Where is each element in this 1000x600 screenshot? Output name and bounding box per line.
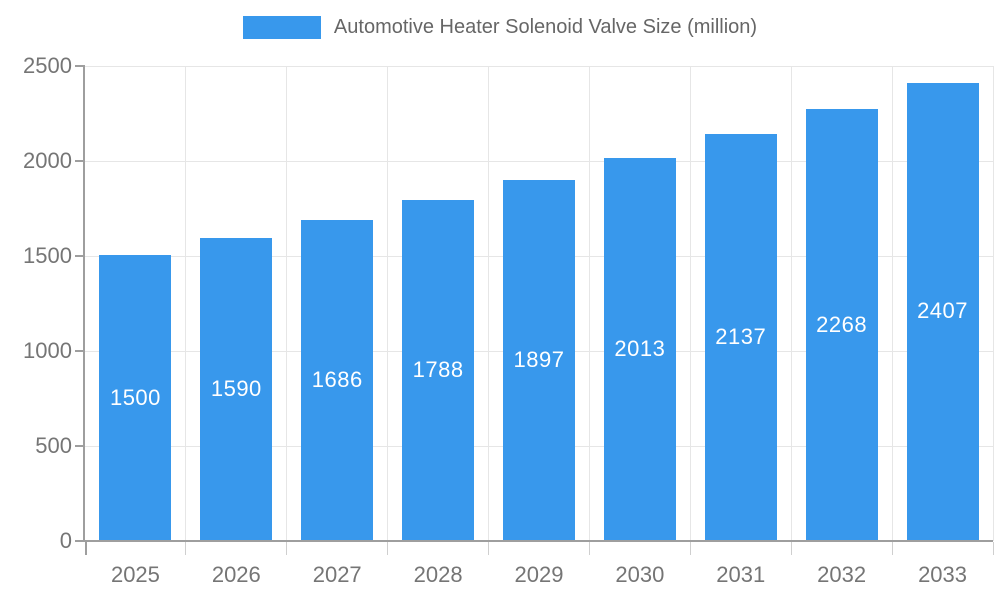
gridline-horizontal	[85, 65, 993, 67]
y-tick-label: 500	[35, 433, 72, 458]
bar-2033[interactable]: 2407	[906, 82, 979, 540]
x-tick-label: 2030	[615, 562, 665, 587]
bar-2025[interactable]: 1500	[99, 255, 172, 540]
chart-legend[interactable]: Automotive Heater Solenoid Valve Size (m…	[0, 16, 1000, 39]
x-axis-tick	[992, 542, 994, 555]
bar-value-label: 2137	[715, 323, 767, 349]
gridline-vertical	[891, 66, 893, 541]
y-tick-label: 0	[59, 528, 72, 553]
legend-label: Automotive Heater Solenoid Valve Size (m…	[333, 16, 758, 38]
y-tick-label: 1000	[23, 338, 72, 363]
x-axis-tick	[790, 542, 792, 555]
gridline-vertical	[286, 66, 288, 541]
gridline-vertical	[387, 66, 389, 541]
y-axis-tick	[75, 65, 85, 67]
bar-2031[interactable]: 2137	[704, 133, 777, 540]
gridline-horizontal	[85, 160, 993, 162]
x-tick-label: 2032	[817, 562, 867, 587]
bar-2027[interactable]: 1686	[301, 219, 374, 540]
x-tick-label: 2028	[413, 562, 463, 587]
x-tick-label: 2026	[211, 562, 261, 587]
bar-value-label: 2407	[917, 298, 969, 324]
bar-value-label: 1500	[109, 384, 161, 410]
bar-value-label: 1686	[311, 366, 363, 392]
gridline-vertical	[689, 66, 691, 541]
y-axis-tick	[75, 350, 85, 352]
x-axis-tick	[286, 542, 288, 555]
x-axis-tick	[689, 542, 691, 555]
y-tick-label: 1500	[23, 243, 72, 268]
x-tick-label: 2025	[110, 562, 160, 587]
x-axis-line	[83, 540, 993, 542]
y-tick-label: 2000	[23, 148, 72, 173]
bar-value-label: 1788	[412, 357, 464, 383]
x-tick-label: 2029	[514, 562, 564, 587]
legend-swatch	[242, 16, 321, 39]
x-axis-tick	[185, 542, 187, 555]
gridline-vertical	[185, 66, 187, 541]
x-axis-tick	[488, 542, 490, 555]
x-tick-label: 2033	[918, 562, 968, 587]
bar-2030[interactable]: 2013	[603, 157, 676, 540]
gridline-vertical	[488, 66, 490, 541]
x-axis-tick	[84, 542, 87, 555]
x-axis-tick	[891, 542, 893, 555]
bar-value-label: 2268	[816, 311, 868, 337]
bar-2032[interactable]: 2268	[805, 109, 878, 540]
x-tick-label: 2027	[312, 562, 362, 587]
bar-2026[interactable]: 1590	[200, 237, 273, 540]
bar-value-label: 2013	[614, 335, 666, 361]
y-axis-tick	[75, 445, 85, 447]
y-tick-label: 2500	[23, 53, 72, 78]
gridline-vertical	[992, 66, 994, 541]
x-axis-tick	[588, 542, 590, 555]
y-axis-tick	[75, 255, 85, 257]
x-axis-tick	[387, 542, 389, 555]
gridline-vertical	[588, 66, 590, 541]
x-tick-label: 2031	[716, 562, 766, 587]
bar-2029[interactable]: 1897	[503, 179, 575, 540]
gridline-vertical	[790, 66, 792, 541]
bar-2028[interactable]: 1788	[402, 200, 475, 540]
y-axis-tick	[75, 160, 85, 162]
y-axis-line	[83, 66, 85, 541]
y-axis-tick	[75, 540, 85, 542]
bar-value-label: 1590	[210, 375, 262, 401]
bar-value-label: 1897	[513, 346, 565, 372]
